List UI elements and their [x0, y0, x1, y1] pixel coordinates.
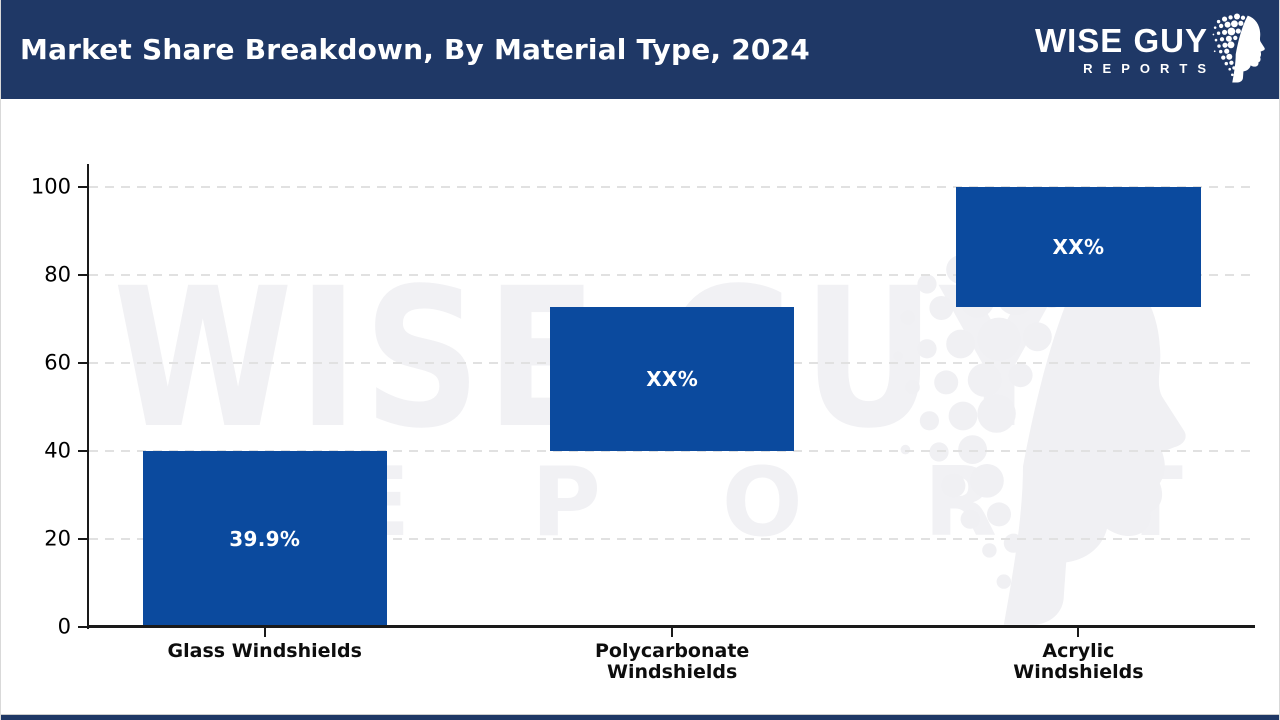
header-bar: Market Share Breakdown, By Material Type…: [1, 0, 1279, 99]
x-axis-spine: [87, 625, 1255, 628]
y-axis-spine: [87, 164, 89, 629]
wiseguy-logo-text: WISE GUY REPORTS: [1034, 21, 1208, 76]
page-title: Market Share Breakdown, By Material Type…: [20, 33, 810, 66]
y-tick-mark: [78, 185, 87, 188]
x-category-label: Acrylic Windshields: [1013, 640, 1144, 683]
y-tick-mark: [78, 273, 87, 276]
bar-segment: 39.9%: [142, 451, 387, 627]
y-tick-mark: [78, 537, 87, 540]
y-tick-label: 0: [57, 614, 71, 639]
wiseguy-logo-wordmark: WISE GUY: [1034, 21, 1208, 59]
x-category-label: Polycarbonate Windshields: [595, 640, 750, 683]
wiseguy-logo: WISE GUY REPORTS: [1035, 13, 1270, 86]
y-tick-label: 40: [44, 438, 71, 463]
plot-area: 0 20 40 60 80 100 39.9% Glass Windshields XX% Pol…: [31, 164, 1255, 683]
gridline: [89, 537, 1253, 540]
bar-value-label: XX%: [1052, 234, 1105, 259]
bar-value-label: 39.9%: [229, 527, 301, 552]
y-tick-label: 100: [30, 174, 71, 199]
x-tick-mark: [671, 627, 674, 637]
bar-segment: XX%: [549, 307, 795, 452]
gridline: [89, 273, 1253, 276]
x-tick-mark: [1077, 627, 1080, 637]
y-tick-label: 20: [44, 526, 71, 551]
x-category-label: Glass Windshields: [167, 640, 362, 662]
gridline: [89, 185, 1253, 188]
y-tick-mark: [78, 449, 87, 452]
x-tick-mark: [263, 627, 266, 637]
y-tick-label: 60: [44, 350, 71, 375]
bar-segment: XX%: [956, 186, 1201, 308]
wiseguy-face-icon: [1210, 13, 1270, 86]
footer-bar: [1, 714, 1279, 720]
y-tick-mark: [78, 361, 87, 364]
y-tick-mark: [78, 626, 87, 628]
y-tick-label: 80: [44, 262, 71, 287]
bar-value-label: XX%: [646, 367, 699, 392]
wiseguy-logo-reports-label: REPORTS: [1083, 60, 1216, 76]
